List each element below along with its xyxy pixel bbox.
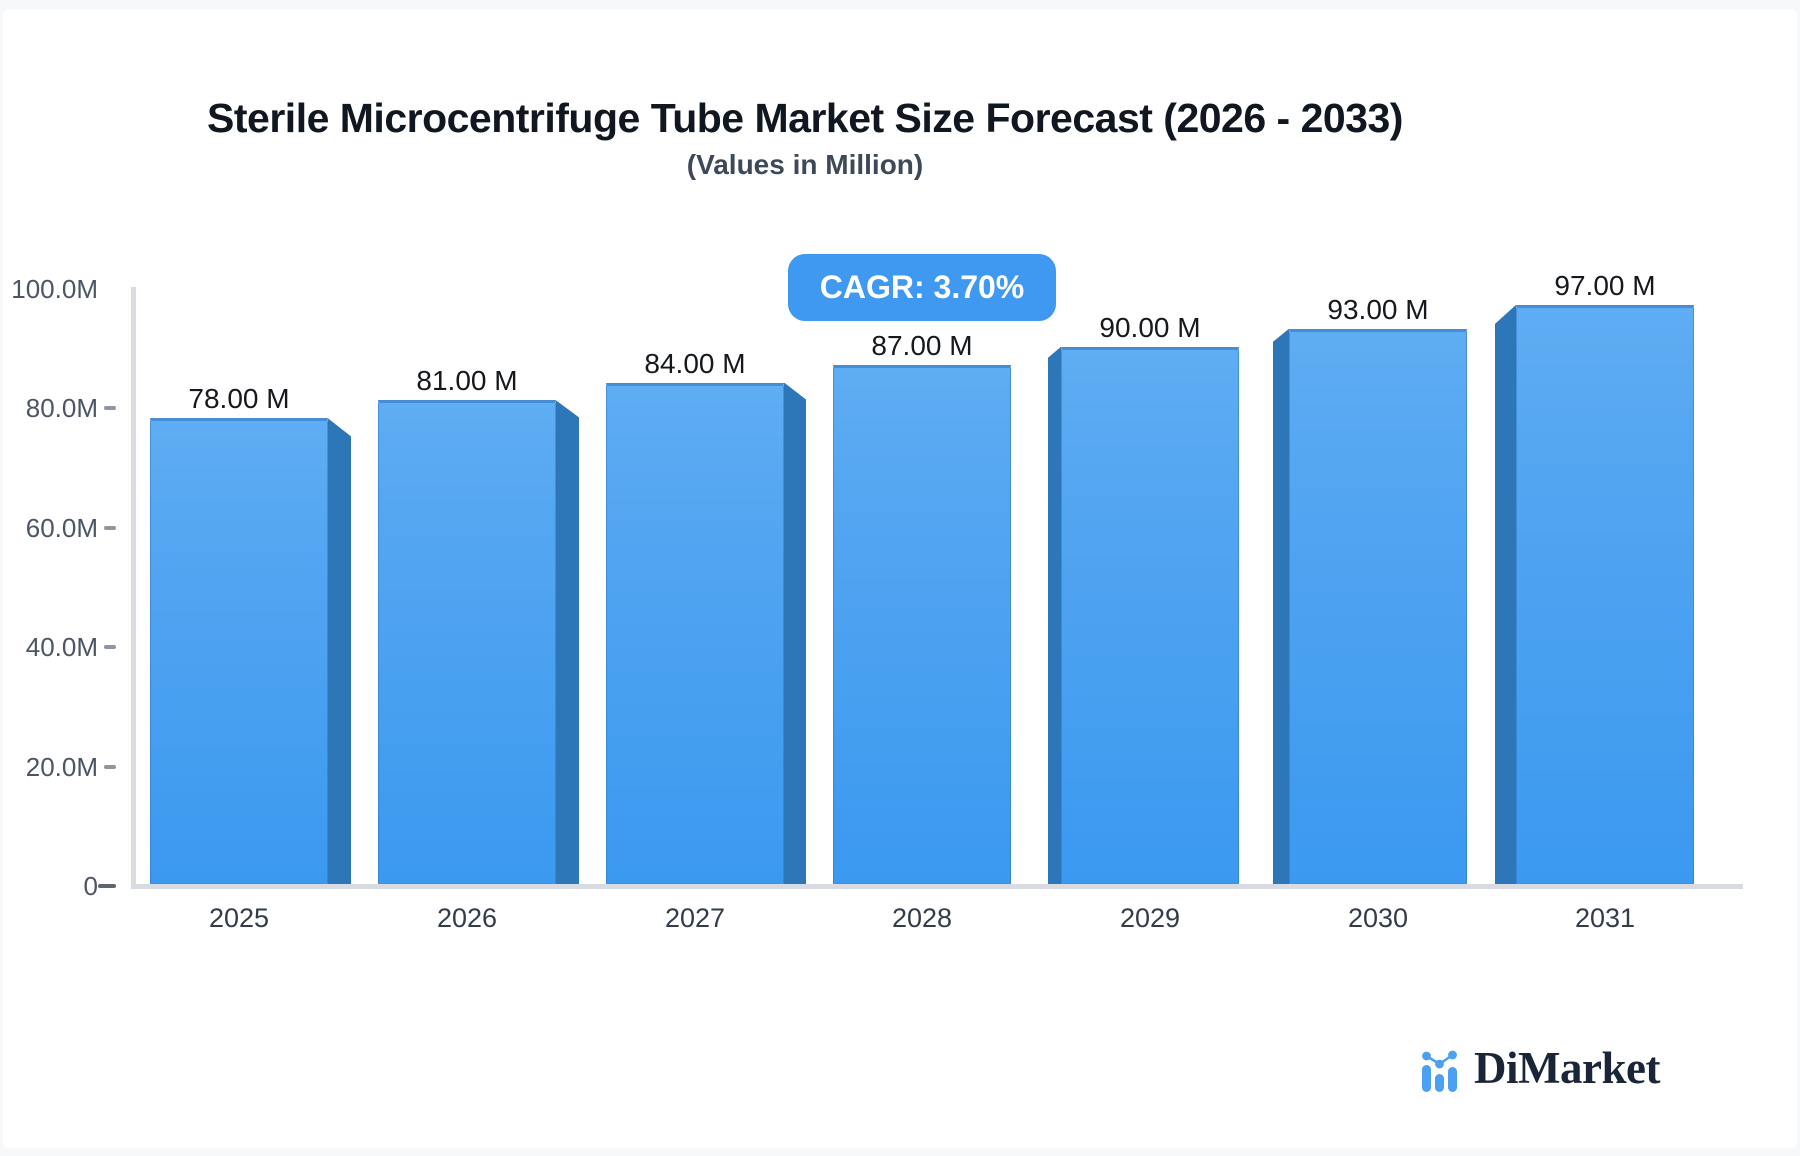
bar-3d-side-2027 [784,382,806,884]
y-axis-tick-label: 40.0M [25,632,98,663]
x-axis-tick-label: 2028 [891,903,953,933]
chart-subtitle: (Values in Million) [686,149,924,180]
chart-title: Sterile Microcentrifuge Tube Market Size… [207,95,1403,141]
mini-bar-chart-icon [1422,1050,1457,1092]
brand-logo: DiMarket [1421,1040,1660,1092]
bar-2031 [1516,304,1694,884]
bar-2027 [606,382,784,884]
y-axis-tick-label: 0 [83,871,98,901]
y-axis-tick-mark [104,525,116,530]
bar-2030 [1289,328,1467,884]
bar-3d-side-2026 [556,400,579,884]
x-axis-tick-label: 2027 [664,903,726,933]
bar-2025 [150,418,328,884]
x-axis-tick-label: 2030 [1347,903,1409,933]
cagr-badge: CAGR: 3.70% [788,254,1056,321]
bar-value-label: 81.00 M [416,365,518,397]
y-axis-tick-mark [98,884,116,888]
y-axis-tick-label: 60.0M [25,512,98,543]
x-axis-tick-label: 2026 [436,903,498,933]
y-axis-tick-label: 80.0M [25,393,98,424]
y-axis-tick-mark [104,645,116,650]
x-axis-tick-label: 2025 [208,903,270,933]
bar-value-label: 97.00 M [1554,269,1656,301]
brand-logo-text: DiMarket [1474,1043,1660,1093]
x-axis-tick-label: 2029 [1119,903,1181,933]
bar-3d-side-2031 [1495,304,1516,884]
bar-value-label: 78.00 M [188,383,290,415]
cagr-badge-label: CAGR: 3.70% [819,269,1025,305]
bar-value-label: 84.00 M [644,347,746,379]
bar-3d-side-2030 [1273,328,1289,884]
bar-2026 [378,400,556,884]
x-axis-line [131,884,1743,889]
bar-3d-side-2025 [328,418,351,884]
bar-3d-side-2029 [1048,346,1061,884]
bar-value-label: 90.00 M [1099,311,1201,343]
bar-value-label: 87.00 M [871,329,973,361]
y-axis-tick-label: 100.0M [11,274,98,304]
bar-value-label: 93.00 M [1327,293,1429,325]
y-axis-tick-mark [104,406,116,411]
y-axis-tick-mark [104,764,116,769]
bar-2028 [833,364,1011,884]
y-axis-tick-label: 20.0M [25,751,98,782]
y-axis-line [131,287,136,888]
x-axis-tick-label: 2031 [1574,903,1636,933]
bar-2029 [1061,346,1239,884]
